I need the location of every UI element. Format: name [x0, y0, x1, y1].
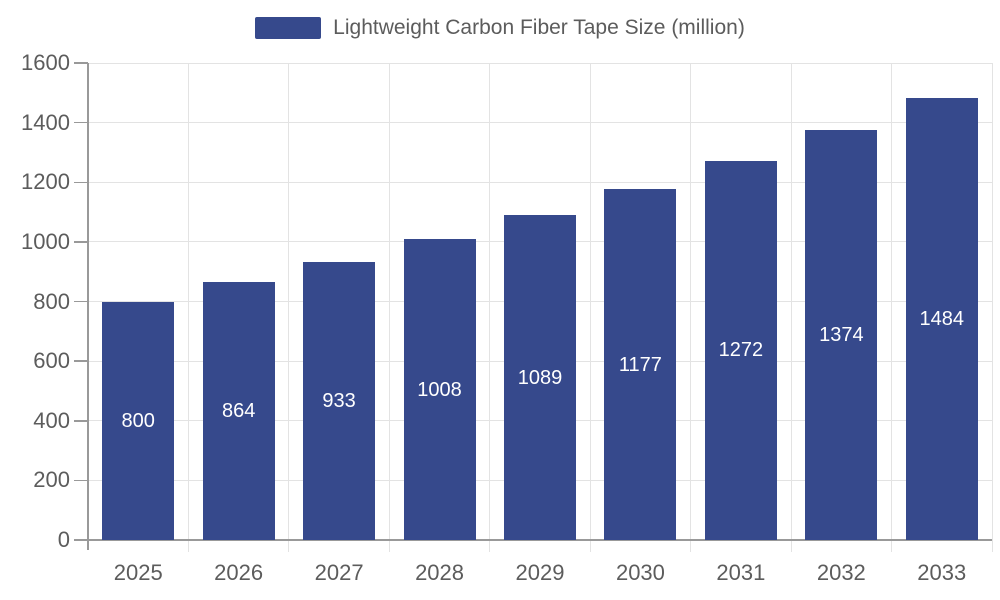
- legend-swatch-icon: [255, 17, 322, 39]
- y-axis-tick: [74, 62, 88, 64]
- x-tick-label: 2029: [515, 560, 565, 585]
- bar-value-label: 1008: [417, 378, 462, 401]
- v-gridline: [790, 63, 792, 552]
- bar: 1484: [905, 97, 978, 540]
- y-axis-line: [87, 63, 89, 550]
- h-gridline: [88, 181, 992, 183]
- bar: 1089: [504, 215, 576, 540]
- x-tick-label: 2033: [917, 560, 967, 585]
- bar-value-label: 1374: [819, 324, 864, 347]
- y-tick-label: 600: [33, 348, 70, 374]
- y-tick-label: 1200: [21, 169, 70, 195]
- y-tick-label: 400: [33, 407, 70, 433]
- bar: 1374: [805, 130, 878, 540]
- v-gridline: [891, 63, 893, 552]
- legend-label: Lightweight Carbon Fiber Tape Size (mill…: [333, 16, 745, 39]
- y-tick-label: 1600: [21, 50, 70, 75]
- bar-value-label: 1272: [718, 339, 764, 362]
- x-tick-label: 2031: [716, 560, 766, 585]
- v-gridline: [589, 63, 591, 552]
- y-tick-label: 1000: [21, 228, 70, 254]
- bar: 864: [202, 282, 275, 540]
- bar-value-label: 1089: [517, 366, 563, 389]
- x-tick-label: 2025: [113, 560, 163, 585]
- h-gridline: [88, 62, 992, 64]
- x-tick-label: 2032: [816, 560, 866, 585]
- bar: 1272: [704, 160, 777, 540]
- h-gridline: [88, 122, 992, 124]
- x-tick-label: 2028: [415, 560, 465, 585]
- bar: 933: [303, 261, 376, 540]
- y-axis-tick: [74, 539, 88, 541]
- bar-value-label: 1484: [919, 307, 965, 330]
- bar-value-label: 1177: [618, 353, 662, 376]
- y-axis-tick: [74, 479, 88, 482]
- v-gridline: [489, 63, 491, 552]
- y-axis-tick: [74, 420, 88, 422]
- v-gridline: [288, 63, 290, 552]
- y-axis-tick: [74, 121, 88, 124]
- bar-value-label: 933: [322, 389, 356, 412]
- x-tick-label: 2026: [214, 560, 264, 585]
- v-gridline: [690, 63, 692, 552]
- v-gridline: [991, 63, 993, 552]
- y-axis-tick: [74, 300, 88, 303]
- y-tick-label: 200: [33, 467, 70, 493]
- bar: 800: [102, 301, 175, 540]
- y-axis-tick: [74, 241, 88, 243]
- y-tick-label: 1400: [21, 109, 70, 135]
- y-tick-label: 800: [33, 288, 70, 314]
- bar-value-label: 800: [121, 409, 155, 432]
- v-gridline: [388, 63, 390, 552]
- x-tick-label: 2030: [615, 560, 665, 585]
- x-tick-label: 2027: [314, 560, 364, 585]
- x-axis-line: [74, 539, 992, 541]
- v-gridline: [187, 63, 189, 552]
- bar-value-label: 864: [221, 400, 256, 423]
- legend[interactable]: Lightweight Carbon Fiber Tape Size (mill…: [0, 16, 1000, 40]
- bar: 1177: [604, 189, 677, 540]
- y-tick-label: 0: [57, 527, 70, 552]
- y-axis-tick: [74, 360, 88, 362]
- y-axis-tick: [74, 181, 88, 183]
- bar: 1008: [403, 239, 476, 540]
